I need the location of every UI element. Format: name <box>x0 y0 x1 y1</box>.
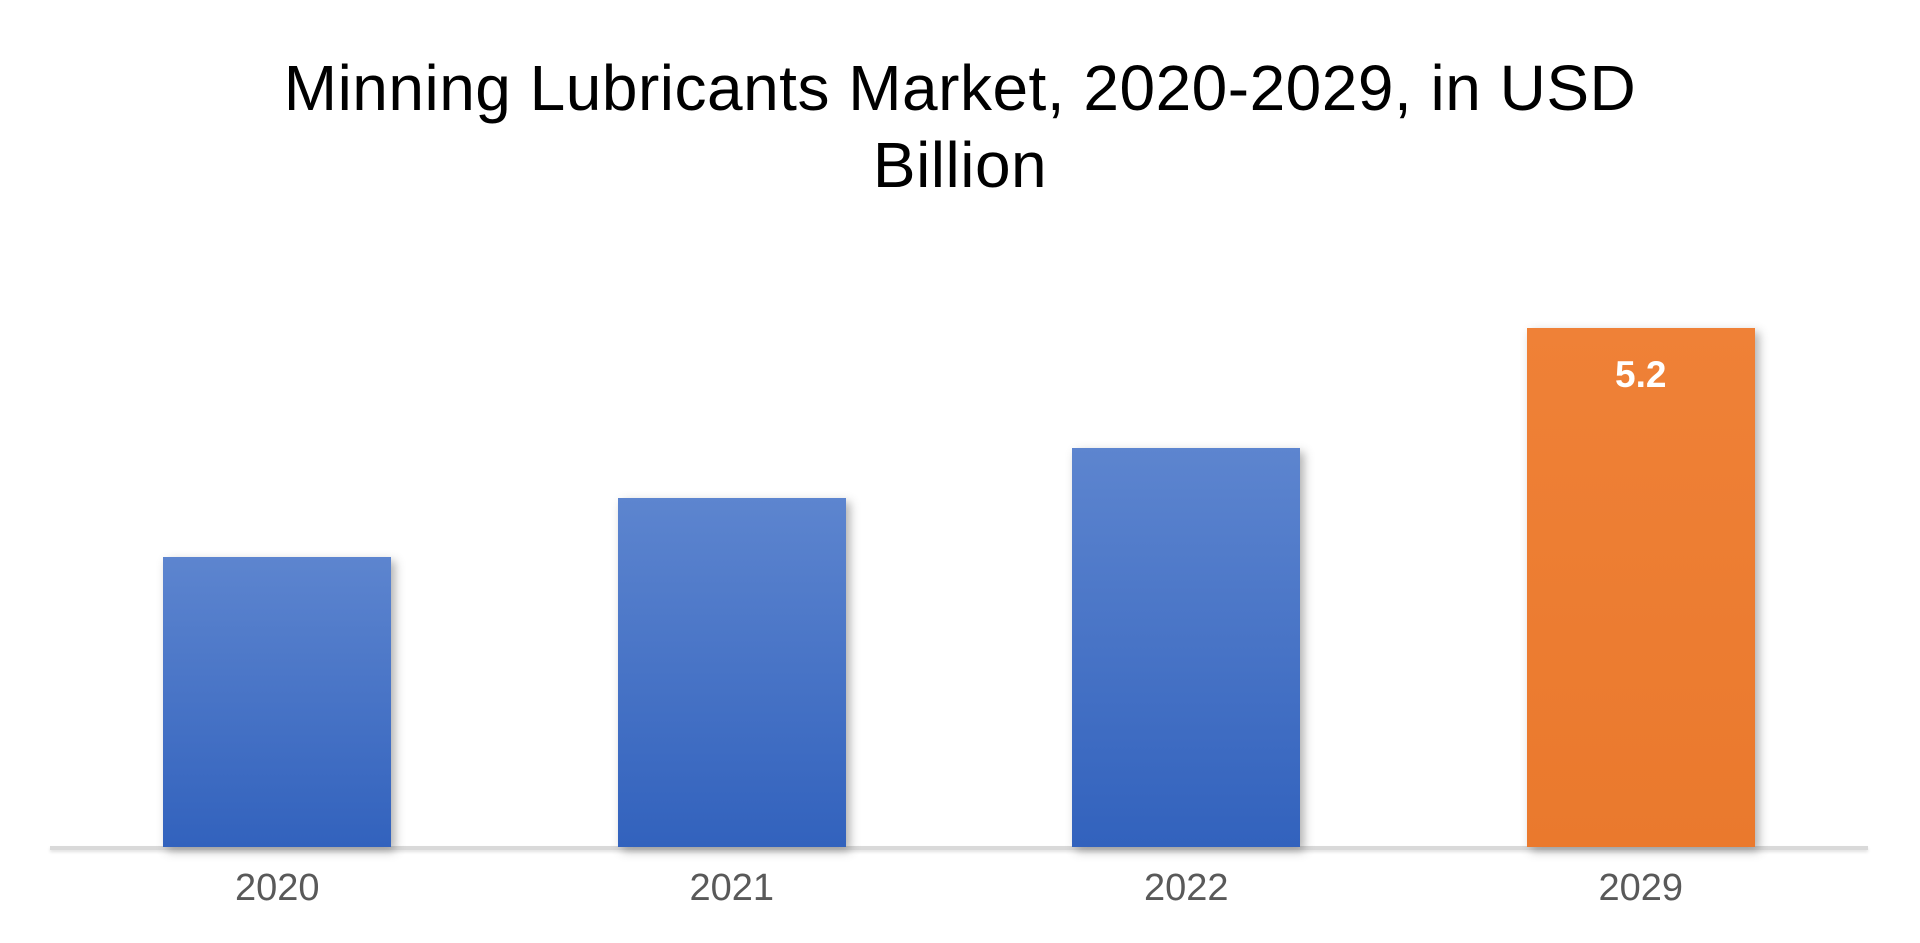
bar-2020 <box>163 557 392 847</box>
bar-column-2022: 2022 <box>959 248 1414 909</box>
bar-column-2020: 2020 <box>50 248 505 909</box>
x-axis-line <box>50 846 1868 850</box>
bar-2022 <box>1072 447 1301 847</box>
bar-column-2029: 5.2 2029 <box>1414 248 1869 909</box>
chart-title-line-2: Billion <box>872 129 1048 201</box>
x-tick-label-2022: 2022 <box>1143 867 1229 909</box>
chart-title: Minning Lubricants Market, 2020-2029, in… <box>0 50 1920 204</box>
bar-2021 <box>617 497 846 847</box>
bar-column-2021: 2021 <box>505 248 960 909</box>
x-tick-label-2021: 2021 <box>689 867 775 909</box>
bar-2029: 5.2 <box>1526 327 1755 847</box>
plot-area: 2020 2021 2022 5.2 2029 <box>50 248 1869 909</box>
chart-title-line-1: Minning Lubricants Market, 2020-2029, in… <box>283 52 1637 124</box>
x-tick-label-2029: 2029 <box>1598 867 1684 909</box>
data-label-2029: 5.2 <box>1615 353 1667 395</box>
x-tick-label-2020: 2020 <box>234 867 320 909</box>
bar-columns: 2020 2021 2022 5.2 2029 <box>50 248 1869 909</box>
